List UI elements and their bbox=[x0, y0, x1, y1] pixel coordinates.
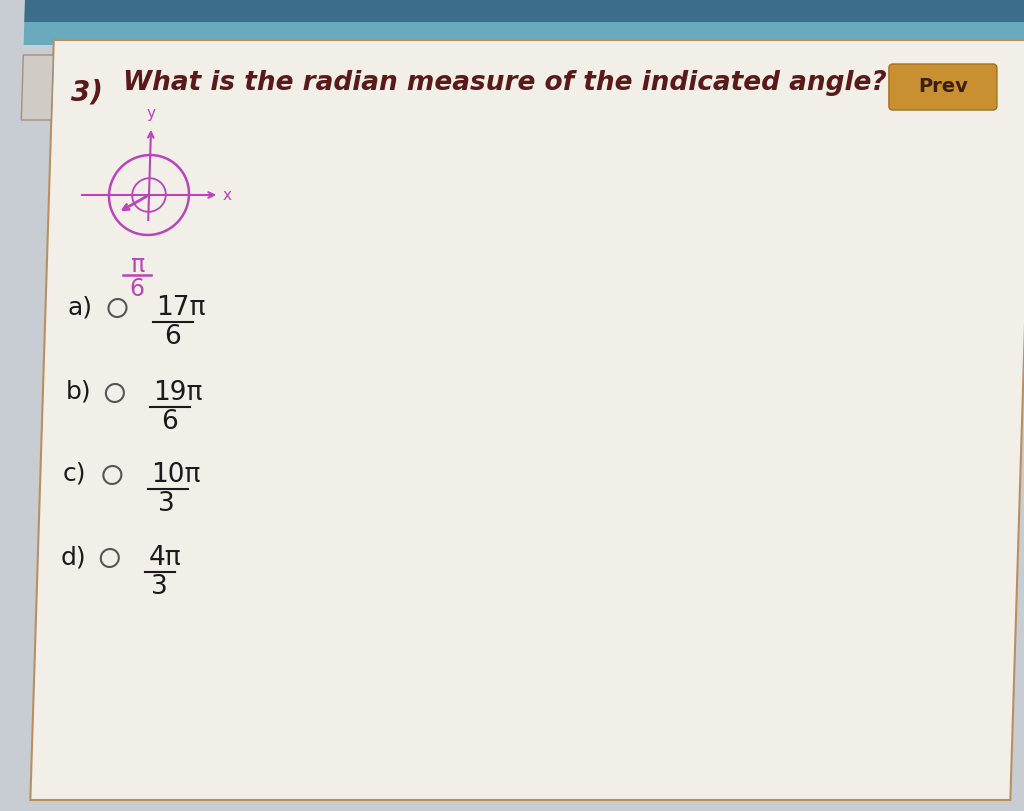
Text: b): b) bbox=[66, 380, 91, 404]
Text: y: y bbox=[146, 106, 156, 121]
Polygon shape bbox=[24, 0, 1024, 45]
Text: 6: 6 bbox=[129, 277, 144, 301]
Text: Prev: Prev bbox=[918, 78, 968, 97]
Text: 19π: 19π bbox=[154, 380, 203, 406]
Text: a): a) bbox=[68, 295, 93, 319]
Text: c): c) bbox=[62, 462, 86, 486]
Text: 6: 6 bbox=[161, 409, 178, 435]
Text: 3: 3 bbox=[159, 491, 175, 517]
Text: 3): 3) bbox=[71, 78, 102, 106]
Text: 10π: 10π bbox=[151, 462, 200, 488]
Text: x: x bbox=[223, 187, 232, 203]
Text: What is the radian measure of the indicated angle?: What is the radian measure of the indica… bbox=[123, 70, 887, 96]
Text: 4π: 4π bbox=[148, 545, 181, 571]
Text: 3: 3 bbox=[151, 574, 168, 600]
Text: 6: 6 bbox=[164, 324, 180, 350]
Polygon shape bbox=[22, 55, 53, 120]
Text: π: π bbox=[130, 253, 144, 277]
Text: 17π: 17π bbox=[156, 295, 205, 321]
FancyBboxPatch shape bbox=[889, 64, 997, 110]
Polygon shape bbox=[25, 0, 1024, 22]
Text: d): d) bbox=[60, 545, 86, 569]
Polygon shape bbox=[31, 40, 1024, 800]
